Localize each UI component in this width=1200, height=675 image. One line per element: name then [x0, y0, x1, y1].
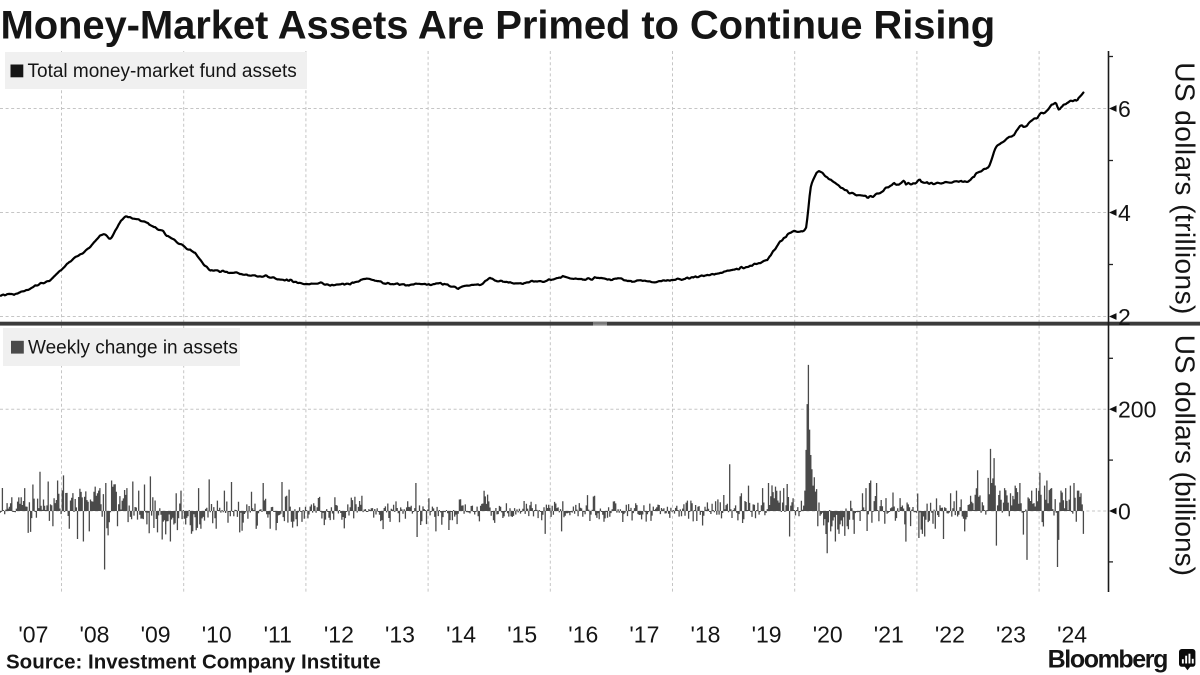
svg-text:'15: '15 — [507, 622, 537, 648]
svg-text:Source: Investment Company Ins: Source: Investment Company Institute — [6, 651, 381, 674]
svg-text:'22: '22 — [935, 622, 965, 648]
svg-text:'12: '12 — [324, 622, 354, 648]
svg-text:2: 2 — [1118, 304, 1131, 330]
svg-text:'09: '09 — [141, 622, 171, 648]
svg-text:4: 4 — [1118, 200, 1131, 226]
svg-text:Bloomberg: Bloomberg — [1048, 646, 1167, 674]
svg-text:'11: '11 — [264, 622, 292, 648]
svg-text:'19: '19 — [752, 622, 782, 648]
svg-text:'23: '23 — [996, 622, 1026, 648]
svg-text:US dollars (trillions): US dollars (trillions) — [1170, 62, 1200, 315]
svg-text:Money-Market Assets Are Primed: Money-Market Assets Are Primed to Contin… — [1, 4, 996, 48]
svg-text:'18: '18 — [691, 622, 721, 648]
svg-text:0: 0 — [1118, 498, 1131, 524]
svg-text:'07: '07 — [18, 622, 48, 648]
svg-text:Weekly change in assets: Weekly change in assets — [28, 338, 238, 359]
svg-text:Total money-market fund assets: Total money-market fund assets — [28, 61, 297, 82]
svg-text:'10: '10 — [202, 622, 232, 648]
svg-text:'17: '17 — [629, 622, 659, 648]
svg-text:'24: '24 — [1057, 622, 1087, 648]
svg-text:'14: '14 — [446, 622, 476, 648]
svg-text:'21: '21 — [874, 622, 904, 648]
svg-text:6: 6 — [1118, 96, 1131, 122]
svg-text:200: 200 — [1118, 397, 1156, 423]
svg-text:'13: '13 — [385, 622, 415, 648]
svg-text:'08: '08 — [80, 622, 110, 648]
svg-text:'16: '16 — [568, 622, 598, 648]
svg-text:US dollars (billions): US dollars (billions) — [1170, 335, 1200, 576]
svg-text:'20: '20 — [813, 622, 843, 648]
